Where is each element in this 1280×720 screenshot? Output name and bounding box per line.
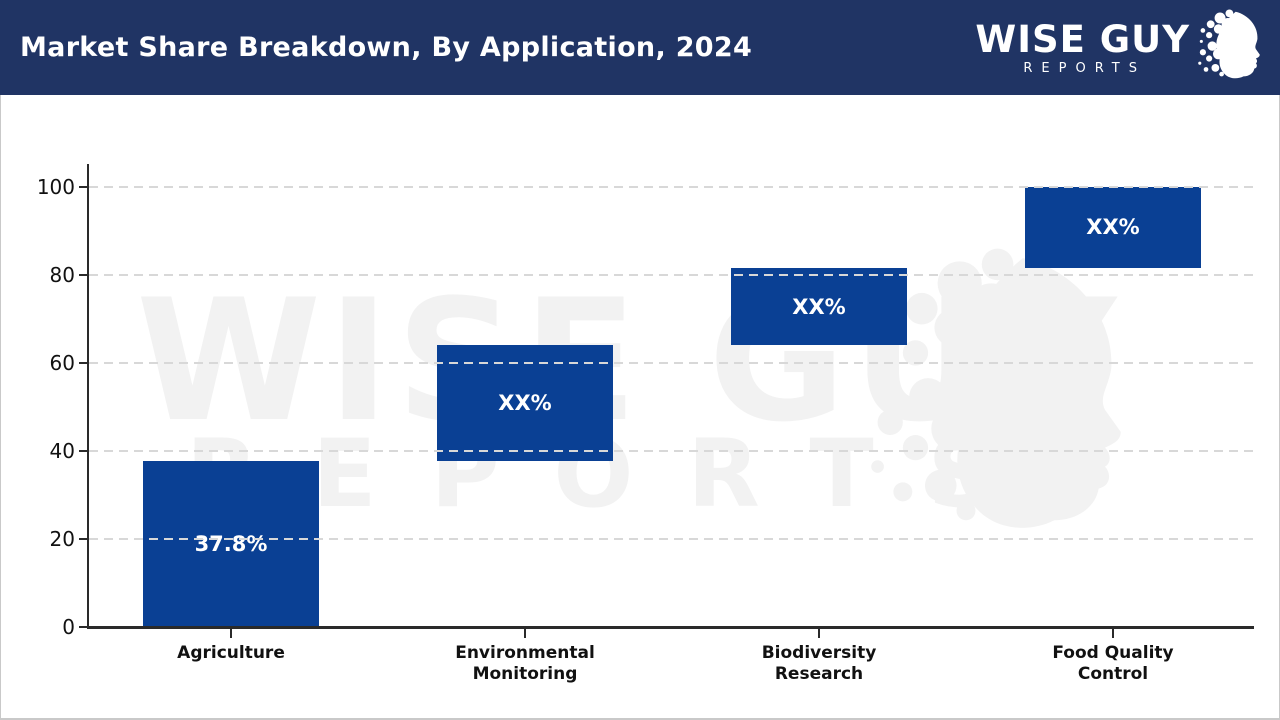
y-tick-label: 80 bbox=[49, 263, 75, 287]
brand-logo: WISE GUY REPORTS bbox=[975, 7, 1266, 89]
y-tick-label: 20 bbox=[49, 527, 75, 551]
brand-logo-text: WISE GUY REPORTS bbox=[975, 21, 1190, 75]
x-tick-mark-0 bbox=[230, 629, 232, 638]
x-category-label-line: Biodiversity bbox=[761, 643, 877, 663]
x-category-label-line: Environmental bbox=[455, 643, 595, 663]
y-tick-mark-0 bbox=[79, 626, 87, 628]
y-tick-mark-20 bbox=[79, 538, 87, 540]
x-category-label-2: Biodiversity Research bbox=[709, 643, 929, 684]
x-category-label-line: Agriculture bbox=[177, 643, 285, 663]
y-tick-mark-40 bbox=[79, 450, 87, 452]
gridline-y-80 bbox=[89, 274, 1254, 276]
chart-area: WISE GUY REPORTS 0 20 40 60 80 100 37.8% XX% XX%… bbox=[0, 95, 1280, 720]
y-tick-mark-80 bbox=[79, 274, 87, 276]
gridline-y-100 bbox=[89, 186, 1254, 188]
bar-value-label-environmental-monitoring: XX% bbox=[498, 391, 552, 416]
x-tick-mark-2 bbox=[818, 629, 820, 638]
x-category-label-0: Agriculture bbox=[121, 643, 341, 664]
bar-value-label-agriculture: 37.8% bbox=[194, 531, 268, 556]
x-category-label-1: Environmental Monitoring bbox=[415, 643, 635, 684]
gridline-y-40 bbox=[89, 450, 1254, 452]
gridline-y-20 bbox=[89, 538, 1254, 540]
y-tick-label: 60 bbox=[49, 351, 75, 375]
x-category-label-line: Food Quality bbox=[1052, 643, 1174, 663]
y-tick-label: 0 bbox=[62, 615, 75, 639]
plot-area: 0 20 40 60 80 100 37.8% XX% XX% XX% Agriculture Env… bbox=[1, 95, 1280, 720]
chart-title: Market Share Breakdown, By Application, … bbox=[20, 32, 753, 63]
bar-value-label-food-quality-control: XX% bbox=[1086, 215, 1140, 240]
y-axis-spine bbox=[87, 164, 89, 629]
x-category-label-line: Research bbox=[774, 663, 864, 684]
bar-food-quality-control: XX% bbox=[1025, 187, 1201, 268]
bar-environmental-monitoring: XX% bbox=[437, 345, 613, 461]
x-tick-mark-3 bbox=[1112, 629, 1114, 638]
y-tick-label: 40 bbox=[49, 439, 75, 463]
dotted-face-icon bbox=[1192, 7, 1266, 89]
x-category-label-3: Food Quality Control bbox=[1003, 643, 1223, 684]
bar-agriculture: 37.8% bbox=[143, 460, 319, 627]
brand-name: WISE GUY bbox=[975, 17, 1190, 61]
gridline-y-60 bbox=[89, 362, 1254, 364]
brand-subname: REPORTS bbox=[1023, 60, 1146, 76]
y-tick-mark-60 bbox=[79, 362, 87, 364]
header-bar: Market Share Breakdown, By Application, … bbox=[0, 0, 1280, 95]
bar-biodiversity-research: XX% bbox=[731, 267, 907, 346]
x-axis-spine bbox=[87, 626, 1254, 629]
y-tick-label: 100 bbox=[36, 175, 75, 199]
y-tick-mark-100 bbox=[79, 186, 87, 188]
x-category-label-line: Control bbox=[1077, 663, 1149, 684]
bar-value-label-biodiversity-research: XX% bbox=[792, 294, 846, 319]
x-category-label-line: Monitoring bbox=[472, 663, 578, 684]
x-tick-mark-1 bbox=[524, 629, 526, 638]
